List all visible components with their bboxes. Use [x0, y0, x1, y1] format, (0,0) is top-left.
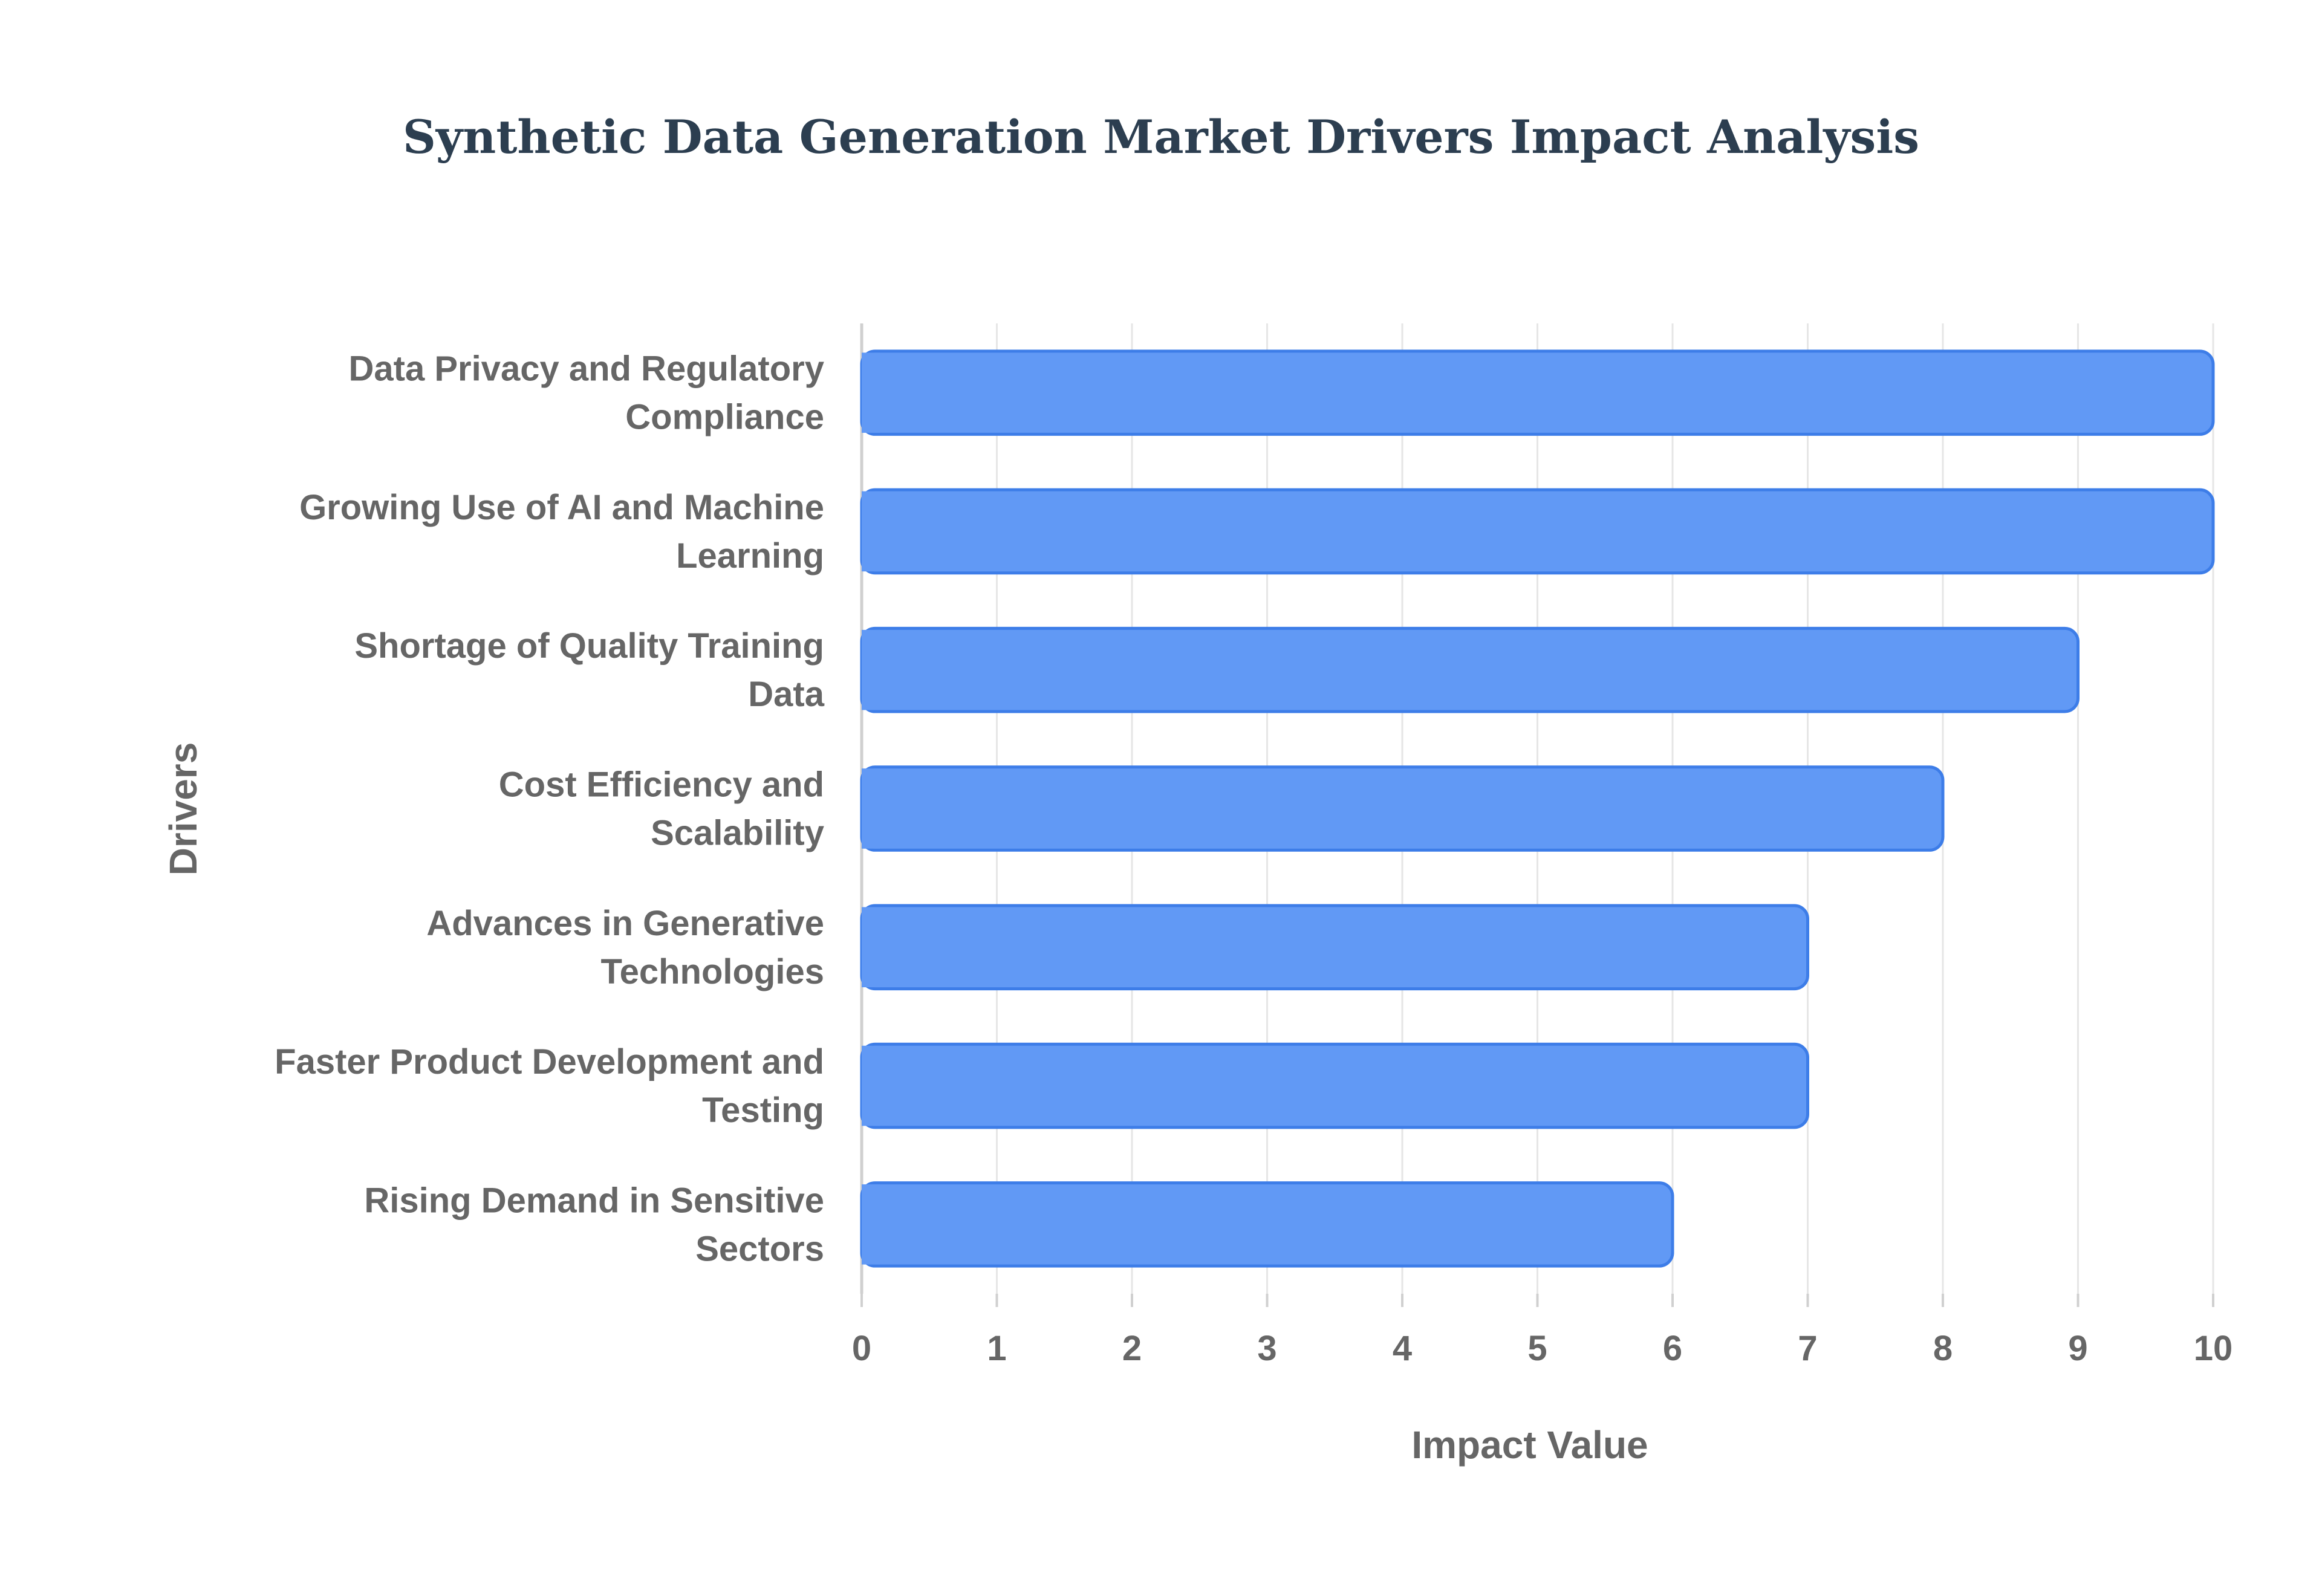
- y-category-label-3-line-0: Cost Efficiency and: [499, 765, 824, 805]
- y-category-label-4-line-0: Advances in Generative: [426, 904, 824, 943]
- y-category-label-6-line-1: Sectors: [695, 1229, 824, 1268]
- bar-2: [860, 626, 2080, 713]
- x-tick-label-10: 10: [2194, 1329, 2233, 1368]
- y-axis-labels: Data Privacy and Regulatory Compliance Gro…: [275, 349, 825, 1269]
- x-tick-label-3: 3: [1257, 1329, 1276, 1368]
- x-tick-label-1: 1: [987, 1329, 1006, 1368]
- bar-3: [860, 765, 1945, 852]
- x-axis-tick-labels: 0 1 2 3 4 5 6 7 8 9 10: [852, 1329, 2233, 1368]
- y-category-label-2-line-0: Shortage of Quality Training: [354, 626, 824, 666]
- x-tick-label-5: 5: [1527, 1329, 1547, 1368]
- x-tick-label-6: 6: [1663, 1329, 1682, 1368]
- x-tick-label-0: 0: [852, 1329, 871, 1368]
- chart-title: Synthetic Data Generation Market Drivers…: [403, 110, 1919, 164]
- bar-3-base: [862, 768, 880, 849]
- y-category-label-5-line-1: Testing: [702, 1091, 824, 1130]
- bar-1: [860, 488, 2215, 575]
- x-tick-label-2: 2: [1122, 1329, 1142, 1368]
- bar-0: [860, 349, 2215, 436]
- y-axis-title: Drivers: [161, 742, 205, 876]
- x-axis-title: Impact Value: [1411, 1423, 1648, 1467]
- y-category-label-3-line-1: Scalability: [651, 814, 824, 853]
- bar-6: [860, 1181, 1674, 1268]
- x-tick-label-7: 7: [1798, 1329, 1817, 1368]
- x-tick-label-4: 4: [1393, 1329, 1412, 1368]
- y-category-label-4-line-1: Technologies: [600, 952, 824, 991]
- x-tick-label-9: 9: [2068, 1329, 2087, 1368]
- bar-4: [860, 904, 1809, 991]
- x-tick-label-8: 8: [1933, 1329, 1953, 1368]
- bar-5-base: [862, 1045, 880, 1126]
- y-category-label-2-line-1: Data: [748, 675, 824, 714]
- bar-6-base: [862, 1184, 880, 1265]
- bar-layer: [860, 349, 2215, 1268]
- y-category-label-5-line-0: Faster Product Development and: [275, 1042, 824, 1082]
- y-category-label-6-line-0: Rising Demand in Sensitive: [364, 1181, 824, 1220]
- y-category-label-1-line-1: Learning: [676, 536, 824, 576]
- y-category-label-0-line-0: Data Privacy and Regulatory: [348, 349, 824, 389]
- bar-5: [860, 1042, 1809, 1129]
- bar-1-base: [862, 491, 880, 572]
- bar-4-base: [862, 907, 880, 988]
- y-category-label-1-line-0: Growing Use of AI and Machine: [299, 488, 824, 527]
- bar-2-base: [862, 629, 880, 710]
- bar-0-base: [862, 352, 880, 433]
- y-category-label-0-line-1: Compliance: [625, 398, 824, 437]
